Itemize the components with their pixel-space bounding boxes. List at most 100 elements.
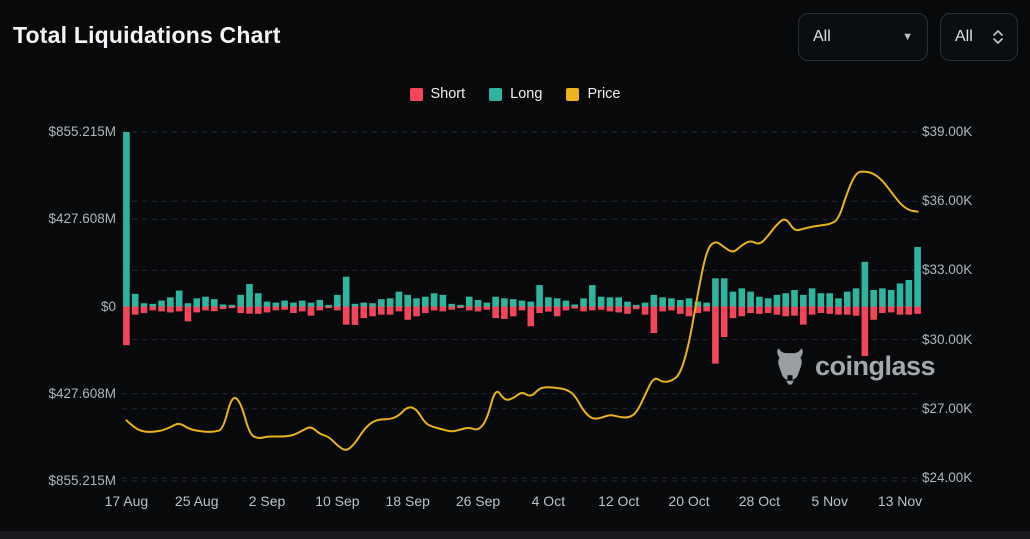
- y-axis-label-left: $0: [100, 298, 116, 314]
- y-axis-label-left: $855.215M: [48, 124, 116, 139]
- short-bar: [536, 306, 543, 314]
- short-bar: [835, 306, 842, 315]
- long-bar: [492, 296, 499, 307]
- long-bar: [712, 278, 719, 307]
- short-bar: [720, 306, 728, 338]
- watermark-brand-text: coinglass: [815, 350, 936, 381]
- long-bar: [747, 291, 754, 307]
- long-bar: [307, 302, 315, 307]
- short-bar: [545, 306, 552, 312]
- long-bar: [659, 297, 666, 307]
- price-legend-label: Price: [587, 86, 621, 102]
- long-bar: [272, 302, 280, 307]
- short-bar: [404, 306, 412, 320]
- short-bar: [325, 306, 332, 309]
- page-title: Total Liquidations Chart: [13, 22, 281, 48]
- short-bar: [263, 306, 271, 313]
- long-bar: [729, 291, 737, 307]
- short-bar: [808, 306, 816, 315]
- long-bar: [325, 304, 332, 307]
- short-bar: [509, 306, 517, 317]
- long-bar: [448, 303, 455, 307]
- long-bar: [606, 297, 614, 307]
- up-down-arrows-icon: [993, 30, 1003, 44]
- bull-icon: [777, 348, 803, 385]
- long-bar: [870, 289, 877, 307]
- short-bar: [140, 306, 148, 314]
- long-bar: [685, 298, 693, 307]
- long-bar: [263, 301, 271, 307]
- long-bar: [773, 294, 781, 307]
- long-bar: [589, 285, 596, 307]
- short-bar: [905, 306, 913, 315]
- short-bar: [290, 306, 297, 314]
- x-axis-label: 10 Sep: [315, 493, 360, 509]
- short-bar: [465, 306, 473, 311]
- long-legend-swatch: [489, 87, 503, 101]
- short-bar: [615, 306, 622, 313]
- short-bar: [756, 306, 763, 314]
- long-bar: [342, 276, 350, 307]
- legend-item-price[interactable]: Price: [566, 86, 620, 102]
- long-bar: [404, 294, 412, 307]
- long-bar: [290, 302, 297, 307]
- short-bar: [501, 306, 508, 319]
- y-axis-label-right: $36.00K: [922, 193, 973, 209]
- long-bar: [756, 296, 763, 307]
- long-bar: [228, 304, 236, 307]
- long-bar: [553, 298, 561, 307]
- short-bar: [791, 306, 798, 316]
- long-bar: [219, 304, 227, 307]
- short-bar: [712, 306, 719, 364]
- long-bar: [624, 301, 631, 307]
- legend-item-long[interactable]: Long: [489, 86, 542, 102]
- chart-legend: Short Long Price: [0, 86, 1030, 102]
- long-bar: [334, 294, 341, 307]
- long-bar: [597, 296, 605, 307]
- short-bar: [589, 306, 596, 311]
- short-bar: [474, 306, 482, 312]
- short-bar: [369, 306, 376, 317]
- short-bar: [457, 306, 464, 309]
- short-bar: [334, 306, 341, 311]
- long-bar: [791, 289, 798, 307]
- short-bar: [386, 306, 394, 315]
- short-bar: [668, 306, 675, 311]
- long-bar: [835, 298, 842, 307]
- long-bar: [211, 299, 218, 307]
- short-bar: [879, 306, 886, 314]
- short-bar: [351, 306, 359, 325]
- short-bar: [729, 306, 737, 319]
- long-bar: [281, 300, 288, 307]
- x-axis-label: 2 Sep: [248, 493, 286, 509]
- filter-select-primary[interactable]: All ▼: [798, 13, 928, 61]
- short-bar: [149, 306, 157, 311]
- filter-select-secondary[interactable]: All: [940, 13, 1018, 61]
- short-bar: [175, 306, 183, 312]
- short-bar: [430, 306, 438, 311]
- y-axis-label-right: $33.00K: [922, 262, 973, 278]
- long-bar: [571, 304, 579, 307]
- long-legend-label: Long: [510, 86, 543, 102]
- short-bar: [571, 306, 579, 309]
- long-bar: [914, 246, 921, 307]
- short-bar: [782, 306, 790, 317]
- long-bar: [378, 299, 385, 307]
- short-bar: [246, 306, 253, 314]
- short-bar: [773, 306, 781, 315]
- short-bar: [395, 306, 403, 312]
- short-bar: [650, 306, 658, 334]
- long-bar: [237, 294, 244, 307]
- long-bar: [562, 300, 570, 307]
- legend-item-short[interactable]: Short: [409, 86, 465, 102]
- long-bar: [615, 297, 622, 307]
- x-axis-label: 20 Oct: [668, 493, 710, 509]
- short-bar: [518, 306, 526, 311]
- short-bar: [632, 306, 640, 310]
- short-bar: [492, 306, 499, 319]
- short-bar: [861, 306, 869, 357]
- long-bar: [641, 302, 649, 307]
- long-bar: [123, 132, 130, 307]
